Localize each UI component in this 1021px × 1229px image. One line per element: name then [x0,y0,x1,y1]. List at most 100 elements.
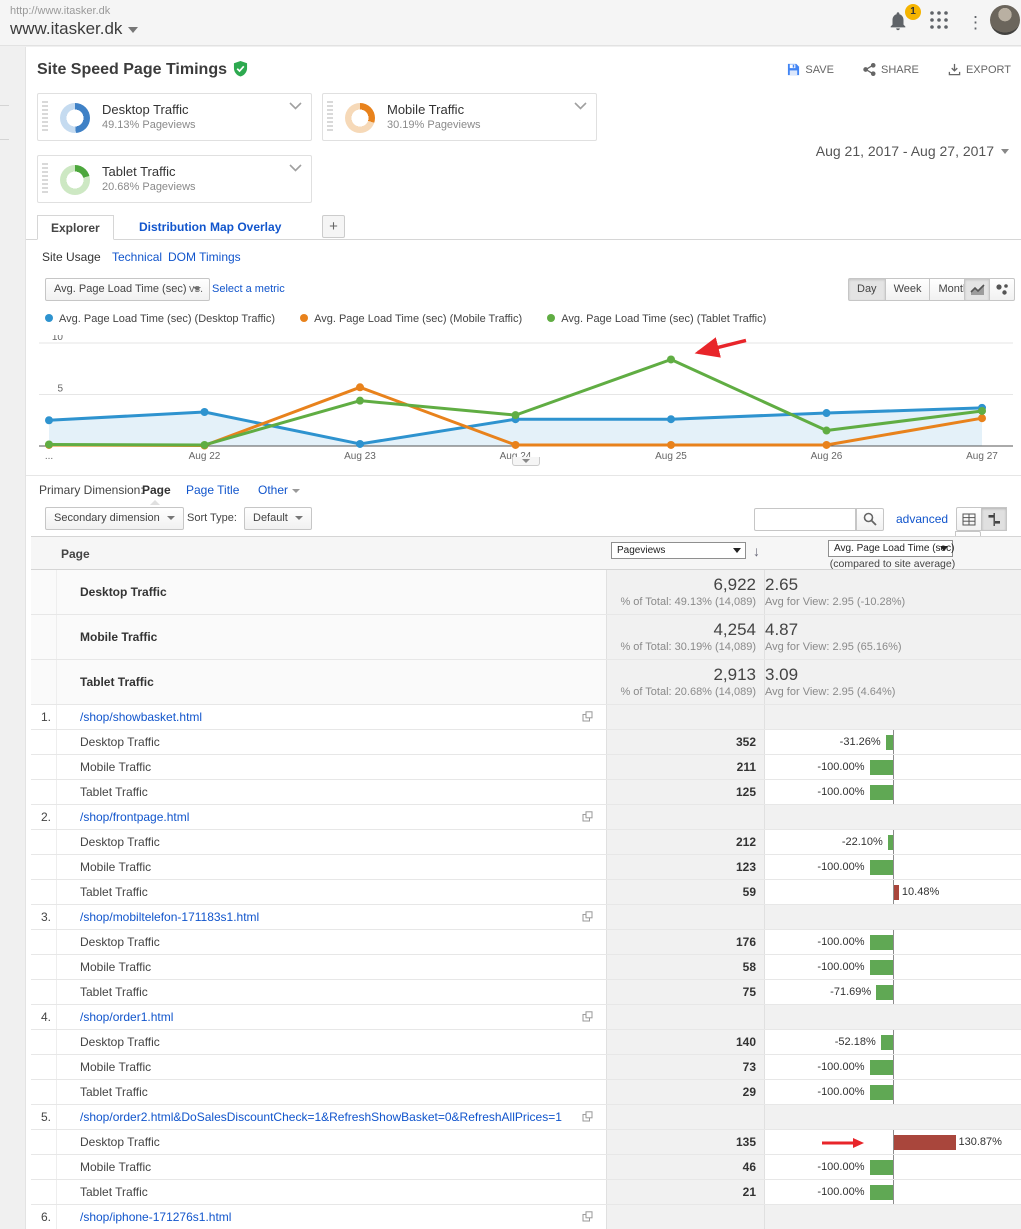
segment-card-desktop[interactable]: Desktop Traffic 49.13% Pageviews [37,93,312,141]
subtab-site-usage[interactable]: Site Usage [42,250,101,264]
loadtime-cell [764,1205,1021,1229]
pageviews-value: 211 [606,755,764,779]
chevron-down-icon[interactable] [574,102,587,110]
property-name: www.itasker.dk [10,19,123,38]
row-number-cell [31,780,56,804]
segment-label: Mobile Traffic [80,960,152,974]
add-segment-button[interactable]: + [322,215,345,238]
overflow-menu-icon[interactable]: ⋮ [967,13,984,32]
row-number-cell [31,1080,56,1104]
save-button[interactable]: SAVE [787,63,834,76]
bar-axis-line [893,880,894,904]
granularity-day-button[interactable]: Day [848,278,886,301]
table-search-input[interactable] [754,508,856,531]
subtab-technical[interactable]: Technical [112,250,163,264]
pageviews-value: 58 [606,955,764,979]
drag-handle[interactable] [327,101,333,133]
loadtime-bar-cell: -100.00% [764,930,1021,954]
table-row: Tablet Traffic 59 10.48% [31,880,1021,905]
dimension-page-title[interactable]: Page Title [186,483,240,497]
sort-type-dropdown[interactable]: Default [244,507,312,530]
table-url-row: 5. /shop/order2.html&DoSalesDiscountCheck… [31,1105,1021,1130]
secondary-dimension-dropdown[interactable]: Secondary dimension [45,507,184,530]
chevron-down-icon[interactable] [289,164,302,172]
notification-badge[interactable]: 1 [905,4,921,20]
data-table: Page Pageviews ↓ Avg. Page Load Time (se… [31,536,1021,1229]
segment-card-tablet[interactable]: Tablet Traffic 20.68% Pageviews [37,155,312,203]
export-button[interactable]: EXPORT [948,63,1011,76]
page-link[interactable]: /shop/showbasket.html [80,710,203,724]
chevron-down-icon [193,287,202,291]
motion-chart-view-button[interactable] [989,278,1015,301]
page-link[interactable]: /shop/order2.html&DoSalesDiscountCheck=1… [80,1110,562,1124]
bar-axis-line [893,830,894,854]
loadtime-column-select[interactable]: Avg. Page Load Time (sec) [828,540,954,557]
row-number-cell [31,1030,56,1054]
page-link[interactable]: /shop/iphone-171276s1.html [80,1210,232,1224]
pageviews-cell [606,705,764,729]
subtab-dom-timings[interactable]: DOM Timings [168,250,241,264]
pct-label: -100.00% [817,861,865,873]
open-page-icon[interactable] [582,911,593,922]
segment-label: Mobile Traffic [80,860,152,874]
pct-label: -100.00% [817,761,865,773]
comparison-view-button[interactable] [981,507,1007,531]
row-number-cell: 1. [40,710,51,724]
select-a-metric-link[interactable]: Select a metric [212,283,285,295]
sort-descending-icon[interactable]: ↓ [753,543,760,559]
pct-label: 130.87% [958,1136,1002,1148]
share-button[interactable]: SHARE [863,63,919,76]
pageviews-column-select[interactable]: Pageviews [611,542,746,559]
share-icon [863,63,876,76]
chevron-down-icon [1001,149,1009,154]
notifications-bell-icon[interactable] [887,10,913,36]
open-page-icon[interactable] [582,1211,593,1222]
pageviews-value: 59 [606,880,764,904]
table-toolbar: Secondary dimension Sort Type: Default a… [26,507,1021,555]
segment-card-mobile[interactable]: Mobile Traffic 30.19% Pageviews [322,93,597,141]
loadtime-cell: 2.65 Avg for View: 2.95 (-10.28%) [764,570,1021,614]
row-number-cell: 4. [40,1010,51,1024]
bar-axis-line [893,755,894,779]
search-icon [863,512,877,526]
open-page-icon[interactable] [582,811,593,822]
svg-text:10: 10 [52,335,64,343]
data-table-view-button[interactable] [956,507,982,531]
tab-distribution[interactable]: Distribution [139,220,207,234]
page-link[interactable]: /shop/order1.html [80,1010,174,1024]
tab-explorer[interactable]: Explorer [37,215,114,240]
metric-dropdown[interactable]: Avg. Page Load Time (sec) [45,278,211,301]
user-avatar[interactable] [990,5,1020,35]
chevron-down-icon[interactable] [289,102,302,110]
page-link[interactable]: /shop/frontpage.html [80,810,190,824]
segment-cell: Tablet Traffic [56,1080,606,1104]
apps-grid-icon[interactable] [929,10,955,36]
open-page-icon[interactable] [582,711,593,722]
date-range-selector[interactable]: Aug 21, 2017 - Aug 27, 2017 [816,143,1009,159]
advanced-link[interactable]: advanced [896,512,949,526]
segment-label: Desktop Traffic [80,1135,160,1149]
loadtime-bar-cell: -22.10% [764,830,1021,854]
dimension-other[interactable]: Other [258,483,301,497]
pageviews-total: 6,922 [713,575,756,594]
sort-type-label: Sort Type: [187,512,237,524]
line-chart: 5 10... Aug 22 Aug 23 Aug 24 Aug 25 Aug 26 Aug … [39,332,1013,462]
active-dimension-pointer [150,500,160,505]
table-row: Desktop Traffic 212 -22.10% [31,830,1021,855]
open-page-icon[interactable] [582,1011,593,1022]
property-selector[interactable]: www.itasker.dk [10,19,139,39]
row-number-cell [31,930,56,954]
x-axis-expander[interactable] [512,457,540,466]
drag-handle[interactable] [42,163,48,195]
dimension-page[interactable]: Page [142,483,171,497]
granularity-week-button[interactable]: Week [884,278,931,301]
select-arrow-icon [733,548,741,553]
search-button[interactable] [856,508,884,531]
line-chart-view-button[interactable] [964,278,990,301]
table-row: Mobile Traffic 73 -100.00% [31,1055,1021,1080]
page-link[interactable]: /shop/mobiltelefon-171183s1.html [80,910,260,924]
tab-map-overlay[interactable]: Map Overlay [210,220,282,234]
open-page-icon[interactable] [582,1111,593,1122]
svg-text:Aug 26: Aug 26 [811,451,843,462]
drag-handle[interactable] [42,101,48,133]
